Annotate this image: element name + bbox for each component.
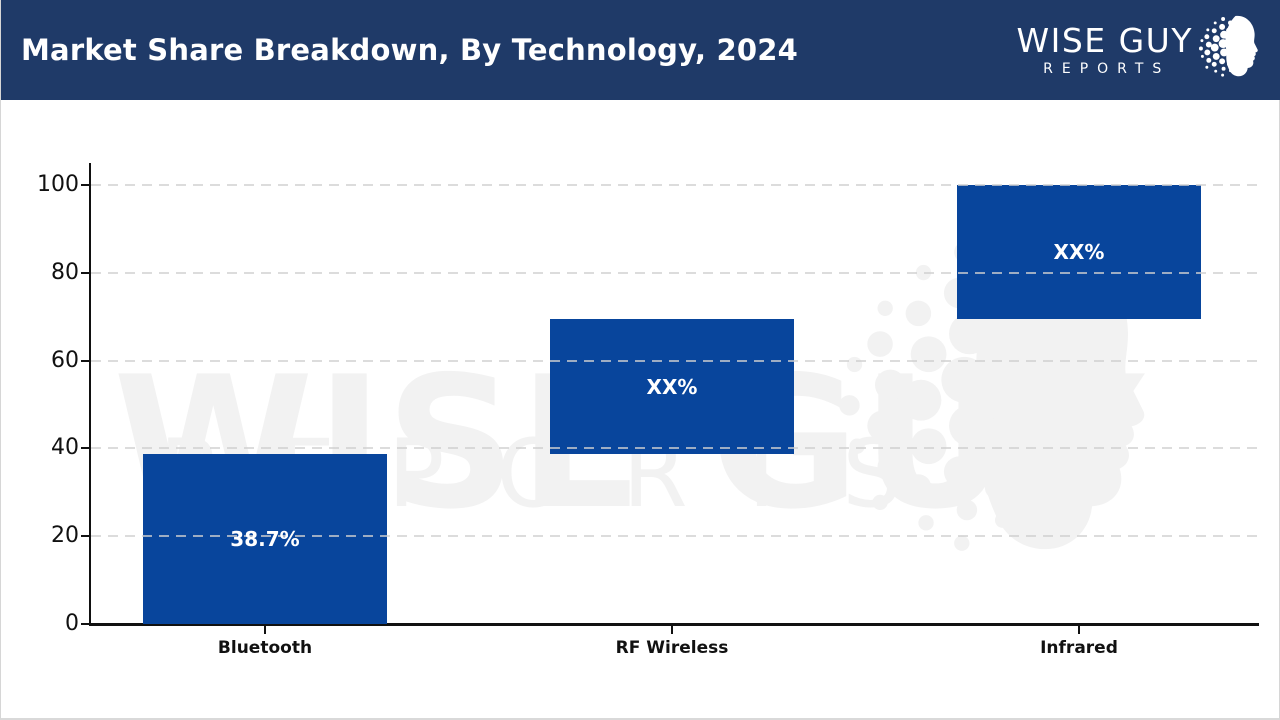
y-tick-label: 0 [65, 611, 79, 636]
y-tick-label: 100 [37, 172, 79, 197]
y-axis-line [89, 163, 91, 626]
logo-brand-text: WISE GUY [1016, 20, 1193, 60]
x-tick-mark [671, 626, 673, 634]
y-tick-mark [81, 535, 89, 538]
y-tick-mark [81, 447, 89, 450]
bar-rf-wireless [550, 319, 794, 455]
gridline [91, 535, 1257, 538]
bar-value-label: XX% [1053, 240, 1105, 265]
y-tick-label: 20 [51, 523, 79, 549]
x-category-label: RF Wireless [615, 638, 729, 658]
y-tick-label: 40 [51, 435, 79, 461]
bar-value-label: XX% [646, 374, 698, 399]
y-tick-mark [81, 271, 89, 274]
x-category-label: Infrared [1040, 638, 1118, 658]
x-tick-mark [1078, 626, 1080, 634]
gridline [91, 447, 1257, 450]
y-tick-label: 60 [51, 347, 79, 373]
wiseguy-logo: WISE GUY REPORTS [1016, 12, 1261, 88]
logo-sub-text: REPORTS [1043, 60, 1171, 77]
logo-text: WISE GUY REPORTS [1016, 24, 1193, 77]
chart-title: Market Share Breakdown, By Technology, 2… [21, 33, 799, 67]
y-tick-label: 80 [51, 259, 79, 285]
bar-bluetooth [143, 454, 387, 624]
bar-infrared [957, 185, 1201, 320]
x-tick-mark [264, 626, 266, 634]
x-axis-line [89, 623, 1259, 626]
x-category-label: Bluetooth [217, 638, 313, 658]
y-tick-mark [81, 359, 89, 362]
y-tick-mark [81, 623, 89, 625]
gridline [91, 184, 1257, 186]
report-header: Market Share Breakdown, By Technology, 2… [1, 0, 1280, 100]
y-tick-mark [81, 184, 89, 186]
bar-value-label: 38.7% [230, 527, 300, 552]
gridline [91, 359, 1257, 362]
gridline [91, 271, 1257, 274]
